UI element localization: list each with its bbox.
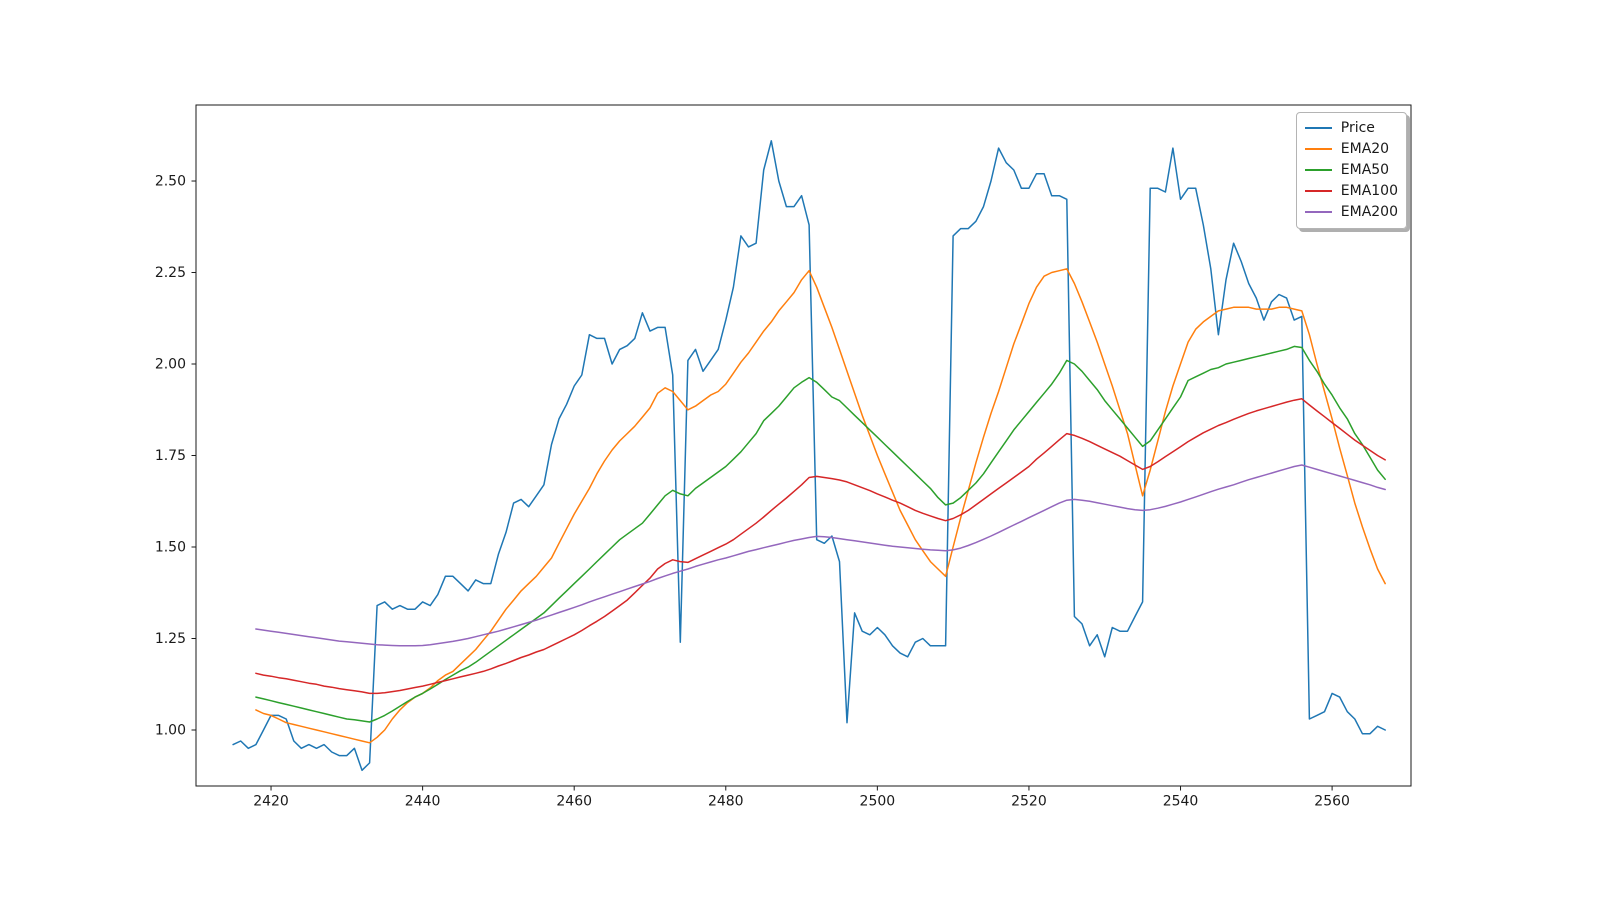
legend-item-ema20: EMA20 bbox=[1304, 139, 1398, 160]
ema200-line-sample bbox=[1304, 210, 1332, 213]
legend-item-price: Price bbox=[1304, 118, 1398, 139]
x-tick-label: 2540 bbox=[1163, 794, 1199, 810]
series-line-ema200 bbox=[255, 464, 1386, 647]
legend-item-ema50: EMA50 bbox=[1304, 160, 1398, 181]
legend-label-ema100: EMA100 bbox=[1340, 182, 1398, 199]
x-tick-label: 2440 bbox=[405, 794, 441, 810]
legend-item-ema100: EMA100 bbox=[1304, 180, 1398, 201]
y-tick-label: 2.50 bbox=[155, 174, 186, 190]
ema100-line-sample bbox=[1304, 189, 1332, 192]
legend-label-ema200: EMA200 bbox=[1340, 203, 1398, 220]
price-line-sample bbox=[1304, 127, 1332, 130]
series-line-ema20 bbox=[255, 268, 1386, 744]
y-tick-label: 1.25 bbox=[155, 631, 186, 647]
series-line-ema100 bbox=[255, 398, 1386, 695]
x-tick-label: 2520 bbox=[1011, 794, 1047, 810]
y-tick-label: 1.00 bbox=[155, 723, 186, 739]
legend: Price EMA20 EMA50 EMA100 EMA200 bbox=[1295, 112, 1407, 229]
x-tick-label: 2460 bbox=[556, 794, 592, 810]
y-tick-label: 1.50 bbox=[155, 540, 186, 556]
x-tick-label: 2480 bbox=[708, 794, 744, 810]
y-tick-label: 1.75 bbox=[155, 448, 186, 464]
axes-spines bbox=[195, 104, 1412, 787]
legend-label-ema20: EMA20 bbox=[1340, 141, 1390, 158]
x-tick-label: 2420 bbox=[253, 794, 289, 810]
x-tick-label: 2500 bbox=[860, 794, 896, 810]
series-line-price bbox=[232, 140, 1386, 772]
legend-label-price: Price bbox=[1340, 120, 1375, 137]
x-tick-label: 2560 bbox=[1314, 794, 1350, 810]
y-tick-label: 2.25 bbox=[155, 265, 186, 281]
legend-item-ema200: EMA200 bbox=[1304, 201, 1398, 222]
y-tick-label: 2.00 bbox=[155, 357, 186, 373]
ema20-line-sample bbox=[1304, 148, 1332, 151]
series-line-ema50 bbox=[255, 345, 1386, 723]
legend-label-ema50: EMA50 bbox=[1340, 161, 1390, 178]
ema50-line-sample bbox=[1304, 168, 1332, 171]
